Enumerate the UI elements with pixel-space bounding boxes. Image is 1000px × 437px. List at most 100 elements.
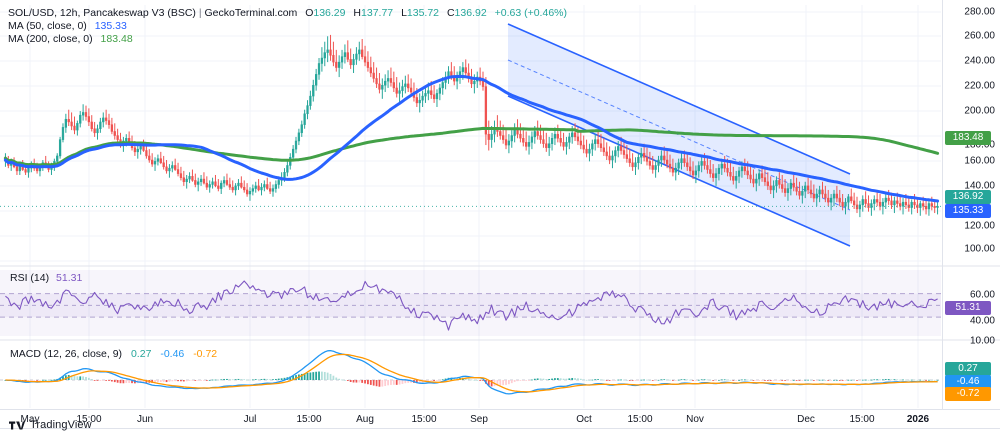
time-axis[interactable]: May 15:00 Jun Jul 15:00 Aug 15:00 Sep Oct 15:00 No… — [0, 409, 1000, 429]
candle-body — [686, 162, 689, 168]
candle-body — [614, 150, 617, 157]
candle-body — [752, 178, 755, 184]
macd-histogram-bar — [470, 379, 473, 381]
candle-body — [847, 196, 850, 203]
price-badge: 183.48 — [945, 131, 991, 145]
macd-histogram-bar — [741, 379, 743, 381]
price-axis-tick: 280.00 — [964, 6, 995, 18]
macd-histogram-bar — [110, 380, 113, 382]
candle-body — [70, 121, 73, 127]
candle-body — [855, 204, 859, 210]
time-axis-tick: 15:00 — [849, 414, 875, 425]
macd-histogram-bar — [243, 379, 246, 381]
macd-histogram-bar — [418, 380, 421, 383]
candle-body — [208, 184, 211, 188]
candle-body — [648, 161, 652, 166]
candle-body — [303, 113, 306, 125]
macd-histogram-bar — [718, 379, 720, 381]
macd-histogram-bar — [24, 380, 27, 382]
candle-body — [401, 86, 404, 91]
macd-badge: -0.46 — [945, 375, 991, 389]
candle-body — [361, 49, 364, 57]
macd-signal-line — [5, 353, 938, 393]
candle-body — [487, 133, 490, 140]
macd-histogram-bar — [263, 378, 266, 380]
macd-histogram-bar — [479, 380, 482, 381]
candle-body — [338, 61, 341, 68]
candle-body — [421, 95, 424, 101]
macd-histogram-bar — [798, 380, 801, 381]
macd-histogram-bar — [390, 380, 392, 385]
candle-body — [81, 112, 85, 116]
macd-histogram-bar — [335, 377, 338, 380]
candle-body — [191, 176, 194, 181]
candle-body — [320, 57, 324, 64]
macd-histogram-bar — [646, 379, 648, 381]
macd-histogram-bar — [125, 380, 128, 384]
candle-body — [841, 201, 844, 207]
macd-histogram-bar — [893, 379, 896, 381]
candle-body — [640, 152, 643, 158]
macd-histogram-bar — [628, 380, 631, 381]
candle-body — [861, 199, 864, 206]
candle-body — [654, 165, 657, 170]
macd-histogram-bar — [801, 380, 804, 381]
candle-body — [363, 56, 367, 63]
macd-histogram-bar — [27, 380, 30, 381]
time-axis-tick: 15:00 — [76, 414, 102, 425]
macd-histogram-bar — [154, 380, 156, 383]
macd-histogram-bar — [743, 379, 746, 381]
candle-body — [202, 178, 206, 184]
macd-histogram-bar — [882, 379, 884, 381]
candle-body — [165, 166, 168, 172]
candle-body — [628, 158, 631, 163]
macd-histogram-bar — [554, 378, 556, 380]
macd-histogram-bar — [177, 380, 179, 382]
macd-histogram-bar — [519, 380, 522, 381]
macd-histogram-bar — [536, 378, 539, 380]
candle-body — [315, 74, 318, 86]
candle-body — [732, 176, 735, 181]
macd-histogram-bar — [611, 380, 614, 381]
candle-body — [545, 143, 548, 149]
macd-histogram-bar — [738, 379, 740, 381]
macd-histogram-bar — [781, 380, 784, 381]
candle-body — [15, 166, 19, 172]
time-axis-tick: 2026 — [906, 414, 930, 425]
macd-histogram-bar — [827, 380, 830, 381]
candle-body — [174, 165, 177, 170]
candle-body — [881, 201, 885, 207]
candle-body — [838, 197, 841, 203]
macd-histogram-bar — [76, 376, 79, 380]
macd-histogram-bar — [295, 375, 297, 380]
price-axis-tick: 100.00 — [964, 243, 995, 255]
candle-body — [896, 200, 899, 204]
macd-histogram-bar — [723, 379, 726, 381]
price-axis-tick: 120.00 — [964, 220, 995, 232]
candle-body — [79, 114, 82, 124]
candle-body — [510, 135, 513, 142]
macd-histogram-bar — [648, 379, 651, 381]
macd-histogram-bar — [260, 379, 263, 380]
candle-body — [769, 185, 772, 191]
candle-body — [852, 200, 856, 206]
candle-body — [386, 78, 390, 82]
price-axis[interactable]: 280.00 260.00 240.00 220.00 200.00 180.00 160.… — [942, 0, 1000, 410]
macd-histogram-bar — [306, 372, 309, 380]
candle-body — [712, 173, 715, 178]
candle-body — [642, 152, 646, 158]
candle-body — [542, 139, 545, 144]
candle-body — [873, 199, 876, 204]
macd-histogram-bar — [752, 380, 755, 381]
macd-histogram-bar — [441, 379, 444, 381]
candle-body — [185, 178, 188, 183]
price-axis-tick: 260.00 — [964, 30, 995, 42]
candle-body — [562, 142, 565, 147]
rsi-badge: 51.31 — [945, 301, 991, 315]
candle-body — [87, 116, 91, 123]
candle-body — [933, 205, 936, 208]
macd-histogram-bar — [188, 380, 191, 381]
